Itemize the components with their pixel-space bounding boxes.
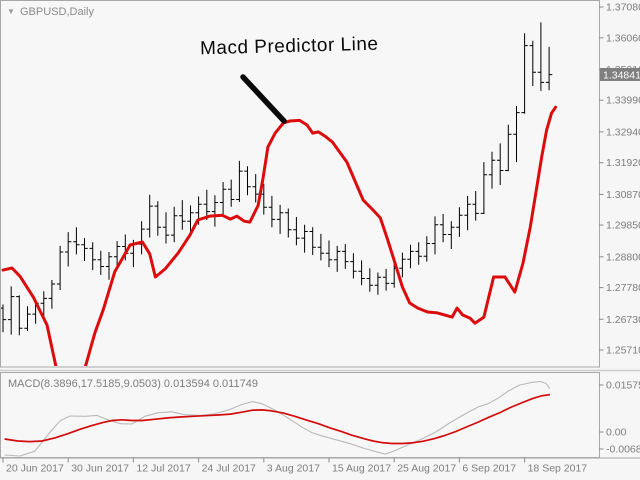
price-axis-label: 1.37080 — [606, 2, 640, 14]
price-axis-label: 1.28800 — [606, 251, 640, 263]
current-price-tag-bg — [600, 68, 640, 81]
symbol-label: GBPUSD,Daily — [20, 6, 94, 18]
price-axis-label: 1.33990 — [606, 95, 640, 107]
price-axis-label: 1.27780 — [606, 282, 640, 294]
time-axis-label: 18 Sep 2017 — [528, 463, 588, 475]
macd-signal-line — [4, 393, 551, 445]
time-axis-label: 25 Aug 2017 — [397, 463, 456, 475]
time-axis-label: 24 Jul 2017 — [202, 463, 256, 475]
macd-axis-label: 0.015751 — [606, 380, 640, 392]
price-axis-label: 1.26730 — [606, 314, 640, 326]
price-axis-label: 1.30870 — [606, 189, 640, 201]
ohlc-bars — [1, 22, 553, 336]
price-axis[interactable]: 1.370801.360601.350101.339901.329401.319… — [599, 2, 640, 456]
price-axis-label: 1.36060 — [606, 32, 640, 44]
macd-predictor-line — [1, 105, 558, 366]
price-axis-label: 1.31920 — [606, 157, 640, 169]
main-panel-border — [0, 0, 600, 368]
macd-axis-label: -0.00688 — [606, 444, 640, 456]
time-axis[interactable]: 20 Jun 2017 30 Jun 2017 12 Jul 2017 24 Jul … — [0, 457, 640, 475]
collapse-arrow-icon[interactable]: ▼ — [7, 7, 15, 16]
time-axis-label: 3 Aug 2017 — [267, 463, 320, 475]
time-axis-label: 20 Jun 2017 — [6, 463, 64, 475]
annotation-pointer-line — [240, 74, 287, 124]
macd-axis-label: 0.00 — [606, 427, 627, 439]
price-axis-label: 1.32940 — [606, 126, 640, 138]
current-price-value: 1.34841 — [603, 70, 640, 82]
symbol-header[interactable]: ▼ GBPUSD,Daily — [7, 6, 94, 18]
ohlc-bars-path — [1, 22, 553, 336]
time-axis-label: 15 Aug 2017 — [332, 463, 391, 475]
annotation-group[interactable]: Macd Predictor Line — [200, 34, 379, 124]
annotation-text: Macd Predictor Line — [200, 34, 379, 60]
macd-main-line — [4, 380, 551, 457]
price-axis-label: 1.29850 — [606, 220, 640, 232]
time-axis-label: 12 Jul 2017 — [136, 463, 190, 475]
macd-panel[interactable]: MACD(8.3896,17.5185,9.0503) 0.013594 0.0… — [0, 372, 600, 458]
macd-indicator-label: MACD(8.3896,17.5185,9.0503) 0.013594 0.0… — [8, 378, 258, 390]
main-price-panel[interactable] — [0, 0, 600, 408]
current-price-tag: 1.34841 — [600, 68, 640, 82]
time-axis-label: 6 Sep 2017 — [462, 463, 516, 475]
macd-panel-border — [0, 372, 600, 458]
time-axis-label: 30 Jun 2017 — [71, 463, 129, 475]
